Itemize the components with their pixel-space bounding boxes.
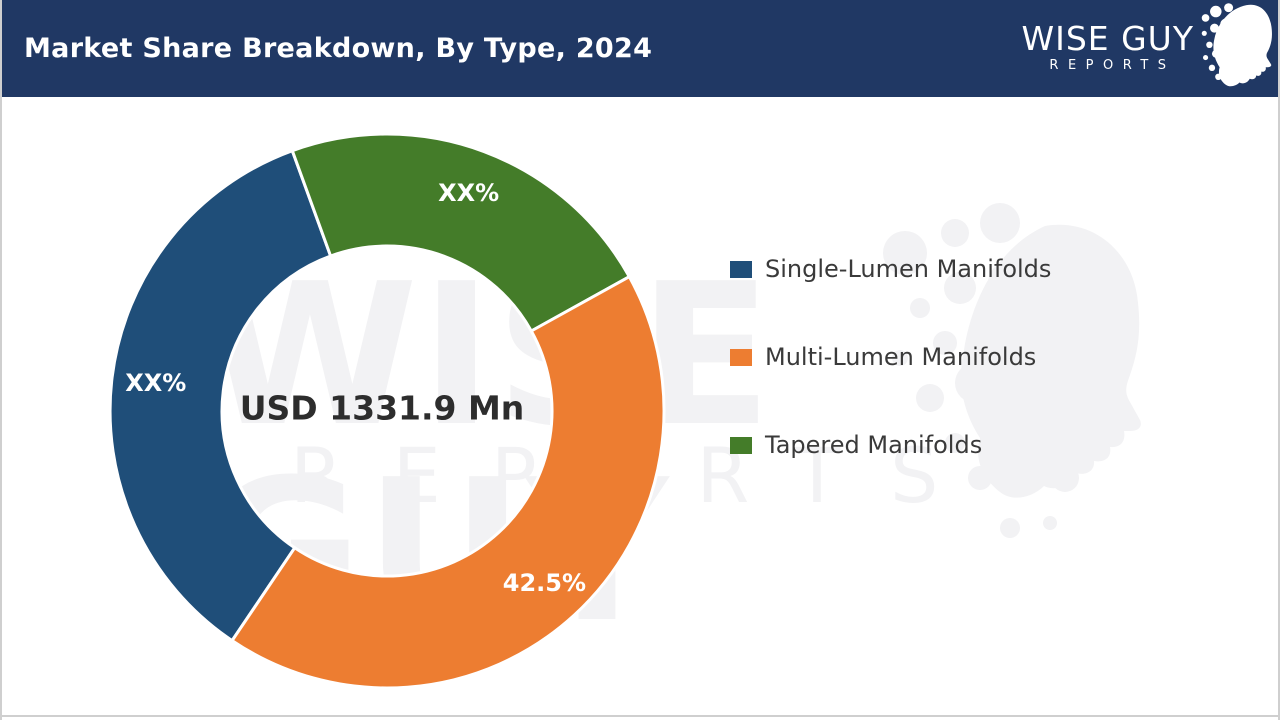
slice-value-label: 42.5% — [502, 568, 587, 597]
logo-text: WISE GUY REPORTS — [1021, 22, 1194, 72]
legend-item-tapered: Tapered Manifolds — [730, 430, 1051, 461]
wise-guy-reports-logo: WISE GUY REPORTS — [1021, 0, 1274, 97]
legend-label: Multi-Lumen Manifolds — [765, 343, 1037, 372]
legend-label: Single-Lumen Manifolds — [765, 255, 1052, 283]
watermark-head-dots — [883, 203, 1141, 538]
header-bar: Market Share Breakdown, By Type, 2024 WI… — [2, 0, 1278, 97]
legend-label: Tapered Manifolds — [765, 431, 983, 460]
page-title: Market Share Breakdown, By Type, 2024 — [24, 33, 653, 64]
chart-center-value: USD 1331.9 Mn — [239, 388, 525, 428]
legend-item-single-lumen: Single-Lumen Manifolds — [730, 254, 1051, 285]
logo-head-icon — [1201, 3, 1272, 87]
logo-subtitle: REPORTS — [1049, 58, 1176, 73]
slice-value-label: XX% — [125, 368, 187, 397]
chart-legend: Single-Lumen Manifolds Multi-Lumen Manif… — [730, 254, 1051, 462]
slice-value-label: XX% — [438, 178, 500, 207]
legend-item-multi-lumen: Multi-Lumen Manifolds — [730, 342, 1051, 373]
legend-swatch-single-lumen — [730, 261, 752, 279]
legend-swatch-multi-lumen — [730, 349, 752, 367]
logo-wordmark: WISE GUY — [1021, 19, 1194, 58]
legend-swatch-tapered — [730, 437, 752, 455]
frame-bottom-border — [2, 715, 1278, 717]
